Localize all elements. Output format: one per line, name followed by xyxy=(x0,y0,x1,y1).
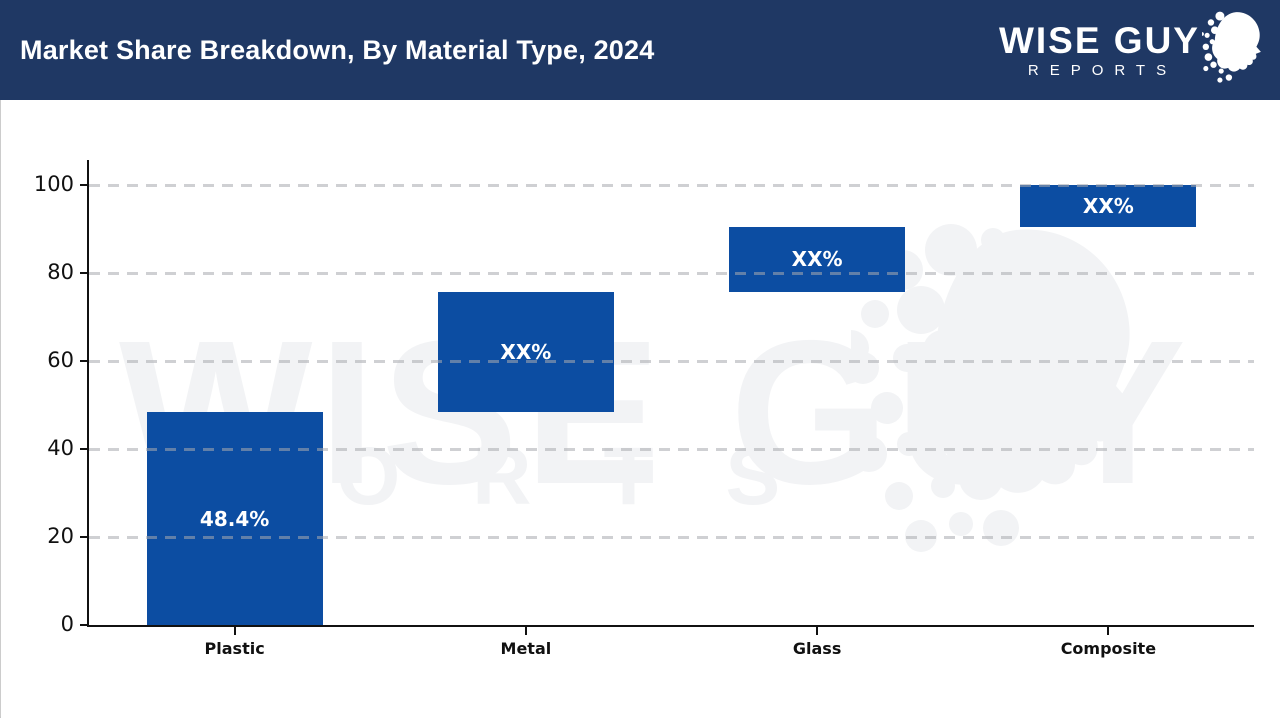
x-category-label: Metal xyxy=(500,639,552,658)
gridline-40 xyxy=(89,448,1254,451)
y-tick xyxy=(80,448,88,450)
logo-text: WISE GUY REPORTS xyxy=(999,22,1200,78)
bar-value-label: XX% xyxy=(500,339,552,364)
x-category-label: Glass xyxy=(792,639,842,658)
y-tick xyxy=(80,536,88,538)
bar-value-label: 48.4% xyxy=(199,506,270,531)
gridline-100 xyxy=(89,184,1254,187)
x-category-label: Plastic xyxy=(204,639,265,658)
logo-head-icon xyxy=(1202,11,1261,83)
bar-composite: XX% xyxy=(1020,185,1197,227)
x-tick xyxy=(816,627,819,635)
bar-plastic: 48.4% xyxy=(146,412,323,625)
x-tick xyxy=(524,627,527,635)
page-title: Market Share Breakdown, By Material Type… xyxy=(20,34,655,65)
gridline-60 xyxy=(89,360,1254,363)
y-tick xyxy=(80,360,88,362)
bar-value-label: XX% xyxy=(1082,193,1134,218)
x-tick xyxy=(1107,627,1110,635)
y-tick-label: 100 xyxy=(33,172,74,196)
x-category-label: Composite xyxy=(1060,639,1157,658)
gridline-20 xyxy=(89,536,1254,539)
x-axis-spine xyxy=(87,625,1254,627)
x-tick xyxy=(233,627,236,635)
y-tick xyxy=(80,184,88,186)
bar-metal: XX% xyxy=(437,291,614,413)
gridline-80 xyxy=(89,272,1254,275)
y-tick xyxy=(80,624,88,626)
logo-wordmark: WISE GUY xyxy=(998,20,1200,61)
y-tick-label: 0 xyxy=(60,612,74,636)
y-tick-label: 80 xyxy=(47,260,74,284)
y-tick-label: 20 xyxy=(47,524,74,548)
header-bar: Market Share Breakdown, By Material Type… xyxy=(0,0,1280,100)
bar-glass: XX% xyxy=(729,226,906,292)
logo-wiseguy: WISE GUY REPORTS xyxy=(999,7,1266,93)
y-axis-spine xyxy=(87,160,89,627)
y-tick-label: 60 xyxy=(47,348,74,372)
logo-subtitle: REPORTS xyxy=(1027,62,1178,79)
bar-value-label: XX% xyxy=(791,247,843,272)
chart-canvas: WISE GUY PORTS 48.4% XX% XX% XX% 0 20 40 60 80 10… xyxy=(1,100,1279,718)
y-tick xyxy=(80,272,88,274)
y-tick-label: 40 xyxy=(47,436,74,460)
